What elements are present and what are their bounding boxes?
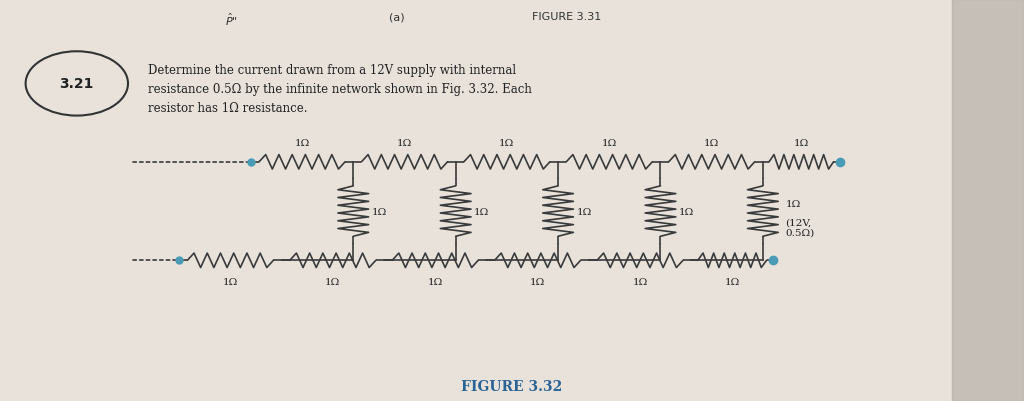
Text: 1Ω: 1Ω: [397, 138, 412, 147]
Text: 1Ω: 1Ω: [705, 138, 719, 147]
Bar: [952, 0, 1024, 401]
Text: (a): (a): [389, 12, 404, 22]
Text: 1Ω: 1Ω: [530, 277, 545, 286]
Text: 1Ω: 1Ω: [372, 207, 387, 216]
Text: 1Ω: 1Ω: [679, 207, 694, 216]
Text: Determine the current drawn from a 12V supply with internal
resistance 0.5Ω by t: Determine the current drawn from a 12V s…: [148, 64, 532, 115]
Text: 1Ω: 1Ω: [602, 138, 616, 147]
Text: (12V,
0.5Ω): (12V, 0.5Ω): [785, 218, 815, 237]
Text: 1Ω: 1Ω: [474, 207, 489, 216]
Text: 1Ω: 1Ω: [500, 138, 514, 147]
Text: 1Ω: 1Ω: [633, 277, 647, 286]
Text: FIGURE 3.31: FIGURE 3.31: [532, 12, 602, 22]
Text: 1Ω: 1Ω: [326, 277, 340, 286]
Text: $\hat{P}$": $\hat{P}$": [225, 12, 238, 28]
Text: 1Ω: 1Ω: [725, 277, 739, 286]
Text: 1Ω: 1Ω: [794, 138, 809, 147]
Text: FIGURE 3.32: FIGURE 3.32: [462, 379, 562, 393]
Text: 1Ω: 1Ω: [428, 277, 442, 286]
Text: 1Ω: 1Ω: [295, 138, 309, 147]
Text: 1Ω: 1Ω: [785, 199, 801, 208]
Text: 3.21: 3.21: [59, 77, 94, 91]
Text: 1Ω: 1Ω: [577, 207, 592, 216]
Text: 1Ω: 1Ω: [223, 277, 238, 286]
